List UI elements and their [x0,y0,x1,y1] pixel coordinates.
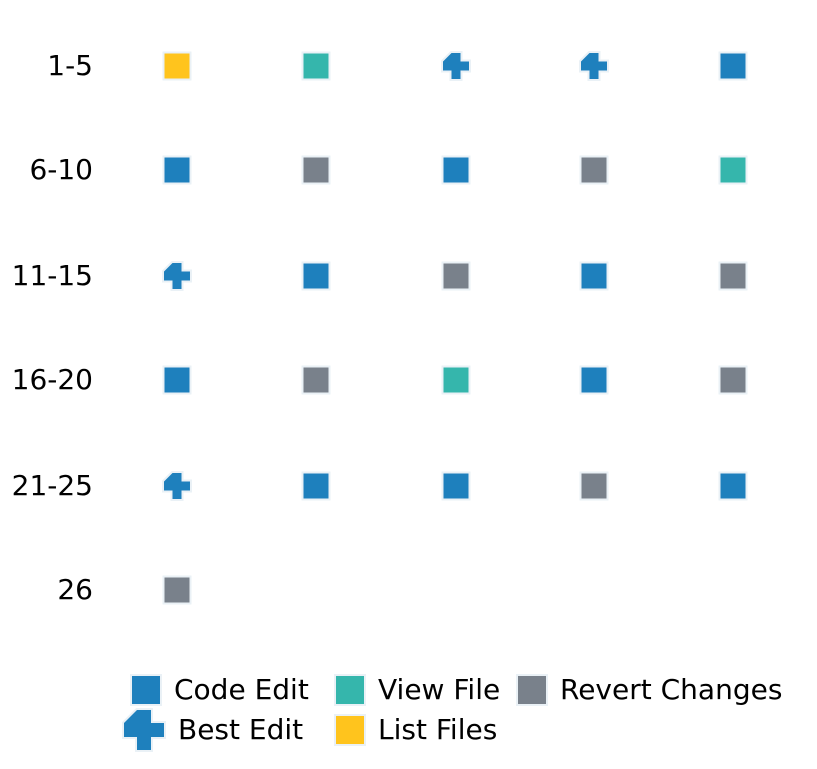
legend-label-best-edit: Best Edit [178,713,304,746]
marker-code-edit [162,155,192,185]
marker-revert-changes [301,365,331,395]
marker-code-edit [718,471,748,501]
legend-label-view-file: View File [378,673,501,706]
marker-revert-changes [718,365,748,395]
legend-label-list-files: List Files [378,713,498,746]
legend-swatch-square-icon [334,674,366,706]
marker-revert-changes [301,155,331,185]
marker-revert-changes [579,471,609,501]
marker-view-file [301,51,331,81]
marker-code-edit [301,471,331,501]
marker-revert-changes [579,155,609,185]
marker-revert-changes [162,575,192,605]
marker-code-edit [718,51,748,81]
marker-best-edit [162,261,192,291]
legend-label-code-edit: Code Edit [174,673,309,706]
marker-list-files [162,51,192,81]
marker-best-edit [579,51,609,81]
row-label-11-15: 11-15 [11,259,93,292]
marker-code-edit [579,365,609,395]
marker-view-file [718,155,748,185]
marker-best-edit [441,51,471,81]
legend-label-revert-changes: Revert Changes [560,673,783,706]
legend-item-revert-changes: Revert Changes [516,672,783,708]
marker-revert-changes [441,261,471,291]
legend-swatch-plus-icon [122,708,166,752]
row-label-16-20: 16-20 [11,363,93,396]
legend-swatch-square-icon [334,714,366,746]
marker-best-edit [162,471,192,501]
legend-item-view-file: View File [334,672,501,708]
marker-code-edit [579,261,609,291]
legend-item-list-files: List Files [334,712,498,748]
row-label-1-5: 1-5 [47,49,93,82]
legend-item-best-edit: Best Edit [122,708,304,752]
marker-code-edit [441,155,471,185]
marker-view-file [441,365,471,395]
marker-code-edit [301,261,331,291]
legend-swatch-square-icon [130,674,162,706]
row-label-21-25: 21-25 [11,469,93,502]
row-label-6-10: 6-10 [29,153,93,186]
marker-code-edit [441,471,471,501]
row-label-26: 26 [57,573,93,606]
legend-item-code-edit: Code Edit [130,672,309,708]
marker-revert-changes [718,261,748,291]
legend-swatch-square-icon [516,674,548,706]
marker-code-edit [162,365,192,395]
